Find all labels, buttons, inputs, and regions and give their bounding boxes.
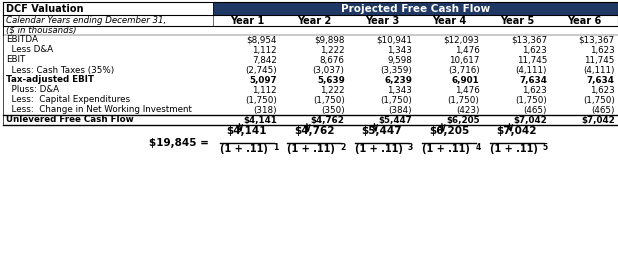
Bar bbox=[213, 2, 618, 15]
Text: Less: Cash Taxes (35%): Less: Cash Taxes (35%) bbox=[6, 66, 114, 74]
Text: $19,845 =: $19,845 = bbox=[149, 138, 209, 148]
Text: Year 6: Year 6 bbox=[567, 15, 601, 25]
Text: $5,447: $5,447 bbox=[362, 126, 402, 136]
Text: $8,954: $8,954 bbox=[247, 36, 277, 44]
Text: (1 + .11): (1 + .11) bbox=[490, 144, 538, 154]
Text: (1,750): (1,750) bbox=[583, 96, 615, 104]
Text: Less:  Capital Expenditures: Less: Capital Expenditures bbox=[6, 96, 130, 104]
Text: 1,343: 1,343 bbox=[387, 86, 412, 94]
Text: 3: 3 bbox=[408, 143, 413, 152]
Text: (1 + .11): (1 + .11) bbox=[287, 144, 335, 154]
Text: 8,676: 8,676 bbox=[320, 56, 345, 65]
Text: (3,359): (3,359) bbox=[380, 66, 412, 74]
Text: 1: 1 bbox=[273, 143, 278, 152]
Text: Calendar Years ending December 31,: Calendar Years ending December 31, bbox=[6, 16, 166, 25]
Text: 10,617: 10,617 bbox=[449, 56, 480, 65]
Text: (1,750): (1,750) bbox=[380, 96, 412, 104]
Text: 4: 4 bbox=[475, 143, 481, 152]
Text: 1,623: 1,623 bbox=[522, 86, 547, 94]
Text: Tax-adjusted EBIT: Tax-adjusted EBIT bbox=[6, 75, 94, 85]
Text: (384): (384) bbox=[389, 105, 412, 115]
Text: 2: 2 bbox=[341, 143, 345, 152]
Text: $7,042: $7,042 bbox=[496, 126, 537, 136]
Text: $13,367: $13,367 bbox=[578, 36, 615, 44]
Text: 1,112: 1,112 bbox=[253, 86, 277, 94]
Text: 1,222: 1,222 bbox=[320, 45, 345, 55]
Text: Projected Free Cash Flow: Projected Free Cash Flow bbox=[341, 4, 490, 13]
Text: $10,941: $10,941 bbox=[376, 36, 412, 44]
Text: (1,750): (1,750) bbox=[515, 96, 547, 104]
Text: 1,623: 1,623 bbox=[590, 86, 615, 94]
Text: Year 4: Year 4 bbox=[432, 15, 467, 25]
Text: (1,750): (1,750) bbox=[245, 96, 277, 104]
Text: 9,598: 9,598 bbox=[387, 56, 412, 65]
Text: 7,634: 7,634 bbox=[519, 75, 547, 85]
Text: $4,762: $4,762 bbox=[294, 126, 334, 136]
Text: $4,141: $4,141 bbox=[227, 126, 267, 136]
Text: Year 5: Year 5 bbox=[499, 15, 534, 25]
Text: (1 + .11): (1 + .11) bbox=[355, 144, 403, 154]
Text: $7,042: $7,042 bbox=[514, 116, 547, 124]
Text: Year 2: Year 2 bbox=[297, 15, 331, 25]
Text: 1,623: 1,623 bbox=[590, 45, 615, 55]
Text: (3,037): (3,037) bbox=[313, 66, 345, 74]
Text: 11,745: 11,745 bbox=[584, 56, 615, 65]
Text: $5,447: $5,447 bbox=[378, 116, 412, 124]
Text: 1,476: 1,476 bbox=[455, 45, 480, 55]
Text: 7,842: 7,842 bbox=[252, 56, 277, 65]
Text: Year 3: Year 3 bbox=[365, 15, 399, 25]
Text: $4,762: $4,762 bbox=[311, 116, 345, 124]
Text: (350): (350) bbox=[321, 105, 345, 115]
Text: EBIT: EBIT bbox=[6, 56, 25, 65]
Text: $9,898: $9,898 bbox=[314, 36, 345, 44]
Text: (1,750): (1,750) bbox=[448, 96, 480, 104]
Text: $7,042: $7,042 bbox=[581, 116, 615, 124]
Text: DCF Valuation: DCF Valuation bbox=[6, 4, 83, 13]
Text: ($ in thousands): ($ in thousands) bbox=[6, 26, 77, 35]
Text: 6,901: 6,901 bbox=[452, 75, 480, 85]
Text: (318): (318) bbox=[253, 105, 277, 115]
Text: $6,205: $6,205 bbox=[446, 116, 480, 124]
Text: (3,716): (3,716) bbox=[448, 66, 480, 74]
Text: Less D&A: Less D&A bbox=[6, 45, 53, 55]
Text: (1,750): (1,750) bbox=[313, 96, 345, 104]
Text: (1 + .11): (1 + .11) bbox=[220, 144, 268, 154]
Text: $4,141: $4,141 bbox=[243, 116, 277, 124]
Text: 5,639: 5,639 bbox=[317, 75, 345, 85]
Text: (4,111): (4,111) bbox=[515, 66, 547, 74]
Text: $13,367: $13,367 bbox=[511, 36, 547, 44]
Text: 11,745: 11,745 bbox=[517, 56, 547, 65]
Text: (1 + .11): (1 + .11) bbox=[422, 144, 470, 154]
Text: 1,623: 1,623 bbox=[522, 45, 547, 55]
Text: 1,112: 1,112 bbox=[253, 45, 277, 55]
Text: (4,111): (4,111) bbox=[583, 66, 615, 74]
Text: (465): (465) bbox=[591, 105, 615, 115]
Text: Unlevered Free Cash Flow: Unlevered Free Cash Flow bbox=[6, 116, 133, 124]
Text: 6,239: 6,239 bbox=[384, 75, 412, 85]
Text: Less:  Change in Net Working Investment: Less: Change in Net Working Investment bbox=[6, 105, 192, 115]
Text: (465): (465) bbox=[523, 105, 547, 115]
Text: 1,476: 1,476 bbox=[455, 86, 480, 94]
Text: 5: 5 bbox=[543, 143, 548, 152]
Text: 7,634: 7,634 bbox=[586, 75, 615, 85]
Bar bbox=[3, 2, 213, 15]
Text: 1,222: 1,222 bbox=[320, 86, 345, 94]
Text: $12,093: $12,093 bbox=[444, 36, 480, 44]
Text: (423): (423) bbox=[456, 105, 480, 115]
Text: Pluss: D&A: Pluss: D&A bbox=[6, 86, 59, 94]
Text: $6,205: $6,205 bbox=[429, 126, 470, 136]
Text: EBITDA: EBITDA bbox=[6, 36, 38, 44]
Text: (2,745): (2,745) bbox=[245, 66, 277, 74]
Text: 5,097: 5,097 bbox=[250, 75, 277, 85]
Text: Year 1: Year 1 bbox=[230, 15, 264, 25]
Text: 1,343: 1,343 bbox=[387, 45, 412, 55]
